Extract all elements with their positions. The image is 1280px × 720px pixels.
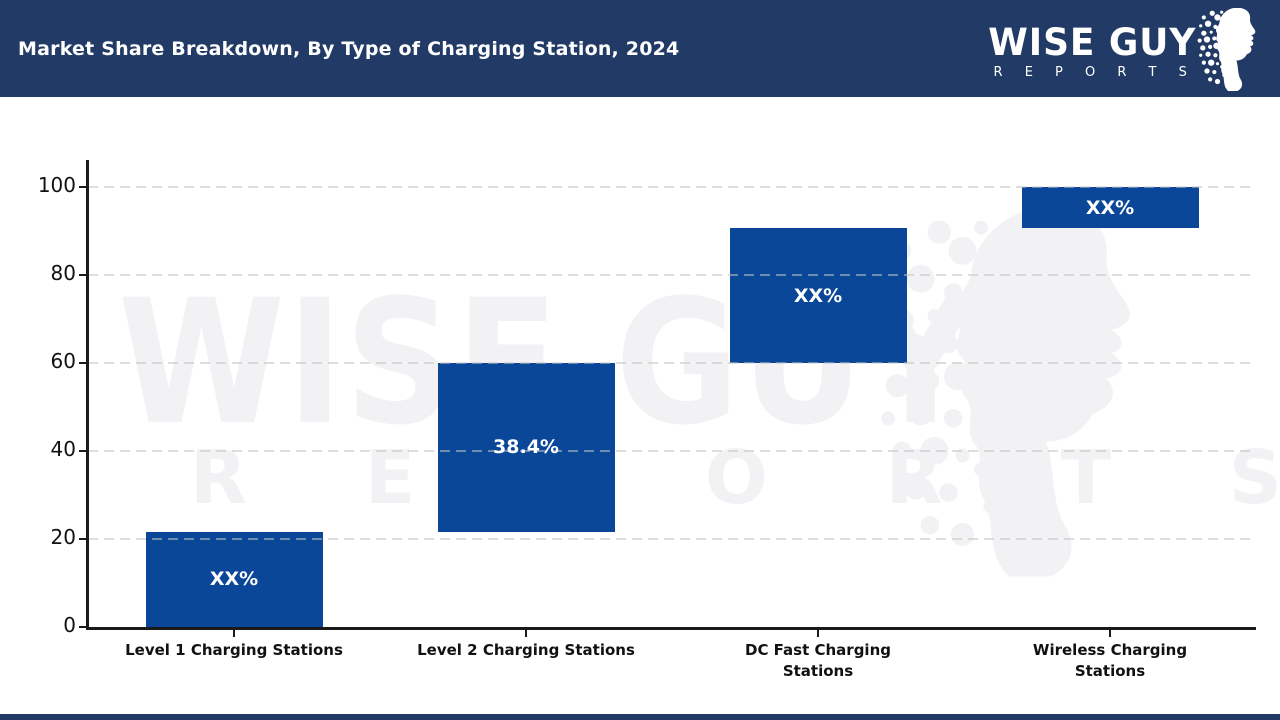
- x-tick-label: DC Fast Charging Stations: [745, 641, 891, 680]
- gridline: [88, 186, 1256, 188]
- y-tick-mark: [79, 538, 88, 540]
- y-tick-label: 0: [63, 613, 76, 637]
- y-axis-line: [86, 160, 89, 629]
- brand-logo: WISE GUY R E P O R T S: [985, 8, 1266, 92]
- y-tick-label: 20: [50, 525, 76, 549]
- y-tick-label: 80: [50, 261, 76, 285]
- x-tick-label: Level 2 Charging Stations: [417, 641, 635, 659]
- x-axis-line: [86, 627, 1256, 630]
- x-tick-mark: [525, 629, 527, 637]
- bar-segment: [437, 363, 615, 532]
- y-tick-label: 60: [50, 349, 76, 373]
- bar-value-label: XX%: [1085, 196, 1135, 219]
- bar-value-label: 38.4%: [493, 436, 559, 459]
- y-tick-mark: [79, 362, 88, 364]
- gridline: [88, 450, 1256, 452]
- x-tick-mark: [817, 629, 819, 637]
- x-tick-mark: [1109, 629, 1111, 637]
- brand-logo-text: WISE GUY R E P O R T S: [985, 21, 1200, 80]
- x-tick-label: Wireless Charging Stations: [1032, 641, 1188, 680]
- y-tick-label: 40: [50, 437, 76, 461]
- gridline: [88, 274, 1256, 276]
- gridline: [88, 538, 1256, 540]
- bar-value-label: XX%: [793, 284, 843, 307]
- x-tick-label: Level 1 Charging Stations: [125, 641, 343, 659]
- x-tick-mark: [233, 629, 235, 637]
- brand-name: WISE GUY: [988, 20, 1197, 64]
- y-tick-mark: [79, 450, 88, 452]
- bar-value-label: XX%: [209, 568, 259, 591]
- footer-bar: [0, 714, 1280, 720]
- y-tick-label: 100: [37, 173, 76, 197]
- chart-area: WISE GUY R E P O R T S 020406080100XX%Le…: [0, 97, 1280, 714]
- bar-segment: [145, 531, 323, 627]
- header-banner: Market Share Breakdown, By Type of Charg…: [0, 0, 1280, 97]
- brand-subtitle: R E P O R T S: [993, 64, 1196, 80]
- y-tick-mark: [79, 626, 88, 628]
- y-tick-mark: [79, 274, 88, 276]
- chart-title: Market Share Breakdown, By Type of Charg…: [18, 37, 680, 60]
- y-tick-mark: [79, 186, 88, 188]
- gridline: [88, 362, 1256, 364]
